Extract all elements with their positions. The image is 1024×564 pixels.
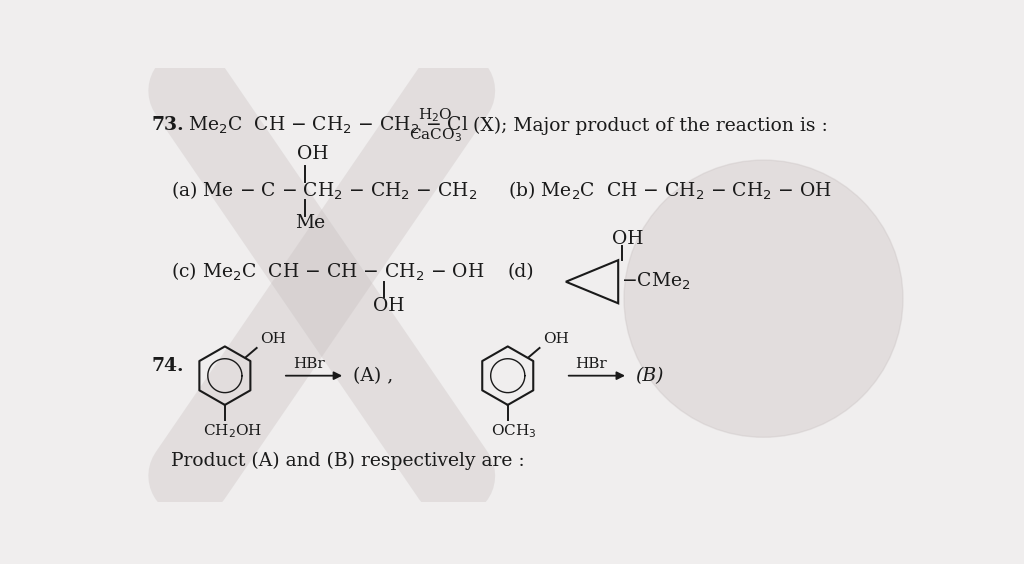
Text: (X); Major product of the reaction is :: (X); Major product of the reaction is :	[473, 116, 827, 135]
Text: (B): (B)	[636, 367, 665, 385]
Text: (d): (d)	[508, 263, 535, 281]
Text: (a) Me $-$ C $-$ CH$_2$ $-$ CH$_2$ $-$ CH$_2$: (a) Me $-$ C $-$ CH$_2$ $-$ CH$_2$ $-$ C…	[171, 180, 477, 202]
Text: CaCO$_3$: CaCO$_3$	[410, 126, 462, 143]
Text: OH: OH	[297, 145, 329, 163]
Text: $-$CMe$_2$: $-$CMe$_2$	[622, 271, 691, 292]
Text: OH: OH	[260, 332, 286, 346]
Text: OH: OH	[373, 297, 404, 315]
Text: OH: OH	[612, 230, 643, 248]
Text: Me$_2$C  CH $-$ CH$_2$ $-$ CH$_2$ $-$ Cl: Me$_2$C CH $-$ CH$_2$ $-$ CH$_2$ $-$ Cl	[188, 115, 469, 136]
Text: OCH$_3$: OCH$_3$	[490, 422, 537, 440]
Text: CH$_2$OH: CH$_2$OH	[203, 422, 262, 440]
Text: Me: Me	[295, 214, 325, 232]
Text: HBr: HBr	[293, 357, 325, 371]
Text: H$_2$O: H$_2$O	[419, 106, 453, 124]
Text: Product (A) and (B) respectively are :: Product (A) and (B) respectively are :	[171, 451, 524, 469]
Text: OH: OH	[543, 332, 568, 346]
Text: (c) Me$_2$C  CH $-$ CH $-$ CH$_2$ $-$ OH: (c) Me$_2$C CH $-$ CH $-$ CH$_2$ $-$ OH	[171, 261, 484, 283]
Text: 73.: 73.	[152, 116, 184, 134]
Text: (b) Me$_2$C  CH $-$ CH$_2$ $-$ CH$_2$ $-$ OH: (b) Me$_2$C CH $-$ CH$_2$ $-$ CH$_2$ $-$…	[508, 180, 831, 202]
Text: 74.: 74.	[152, 358, 183, 376]
Text: (A) ,: (A) ,	[352, 367, 393, 385]
Circle shape	[624, 160, 903, 437]
Text: HBr: HBr	[575, 357, 607, 371]
